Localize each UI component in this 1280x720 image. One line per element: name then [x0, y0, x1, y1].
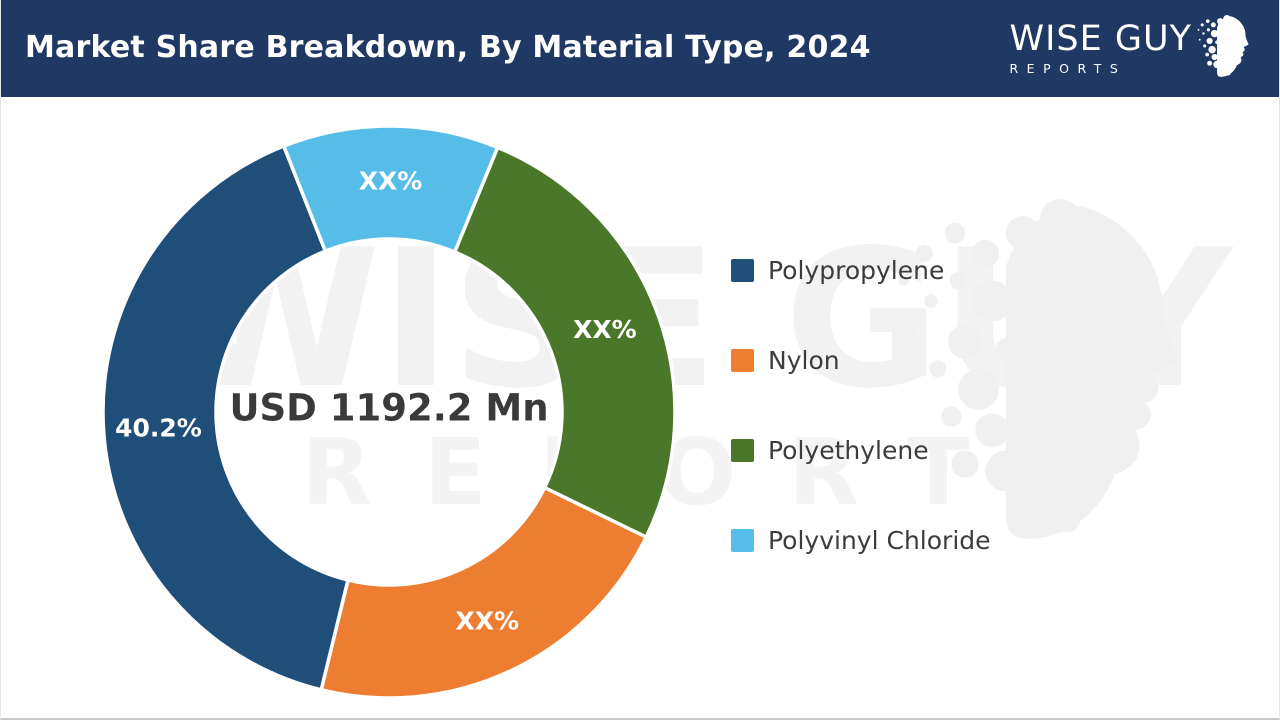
legend-swatch-polypropylene	[731, 258, 754, 282]
donut-segment-polyethylene	[453, 145, 677, 539]
logo-wordmark: WISE GUY	[1009, 18, 1192, 59]
donut-chart: 40.2% XX% XX% XX% USD 1192.2 Mn	[101, 124, 677, 700]
segment-label-polyvinyl-chloride: XX%	[359, 167, 423, 196]
page-title: Market Share Breakdown, By Material Type…	[25, 30, 871, 66]
chart-legend: Polypropylene Nylon Polyethylene Polyvinyl …	[731, 247, 991, 563]
donut-segment-polypropylene	[101, 144, 350, 692]
legend-item-nylon: Nylon	[731, 337, 991, 383]
legend-swatch-polyethylene	[731, 438, 754, 462]
legend-label-polyvinyl-chloride: Polyvinyl Chloride	[768, 525, 991, 555]
legend-item-polyethylene: Polyethylene	[731, 427, 991, 473]
segment-label-polypropylene: 40.2%	[115, 413, 202, 442]
logo-face-icon	[1197, 14, 1249, 77]
legend-label-nylon: Nylon	[768, 345, 840, 375]
legend-item-polyvinyl-chloride: Polyvinyl Chloride	[731, 517, 991, 563]
legend-swatch-polyvinyl-chloride	[731, 528, 754, 552]
segment-label-nylon: XX%	[455, 607, 519, 636]
legend-swatch-nylon	[731, 348, 754, 372]
header-bar: Market Share Breakdown, By Material Type…	[1, 0, 1279, 97]
legend-label-polyethylene: Polyethylene	[768, 435, 929, 465]
wiseguy-logo: WISE GUY REPORTS	[1009, 14, 1253, 83]
donut-segment-nylon	[319, 485, 648, 700]
donut-center-label: USD 1192.2 Mn	[229, 387, 548, 430]
logo-wordmark-block: WISE GUY REPORTS	[1009, 18, 1192, 76]
legend-label-polypropylene: Polypropylene	[768, 255, 945, 285]
segment-label-polyethylene: XX%	[573, 315, 637, 344]
logo-subtext: REPORTS	[1009, 60, 1127, 76]
legend-item-polypropylene: Polypropylene	[731, 247, 991, 293]
